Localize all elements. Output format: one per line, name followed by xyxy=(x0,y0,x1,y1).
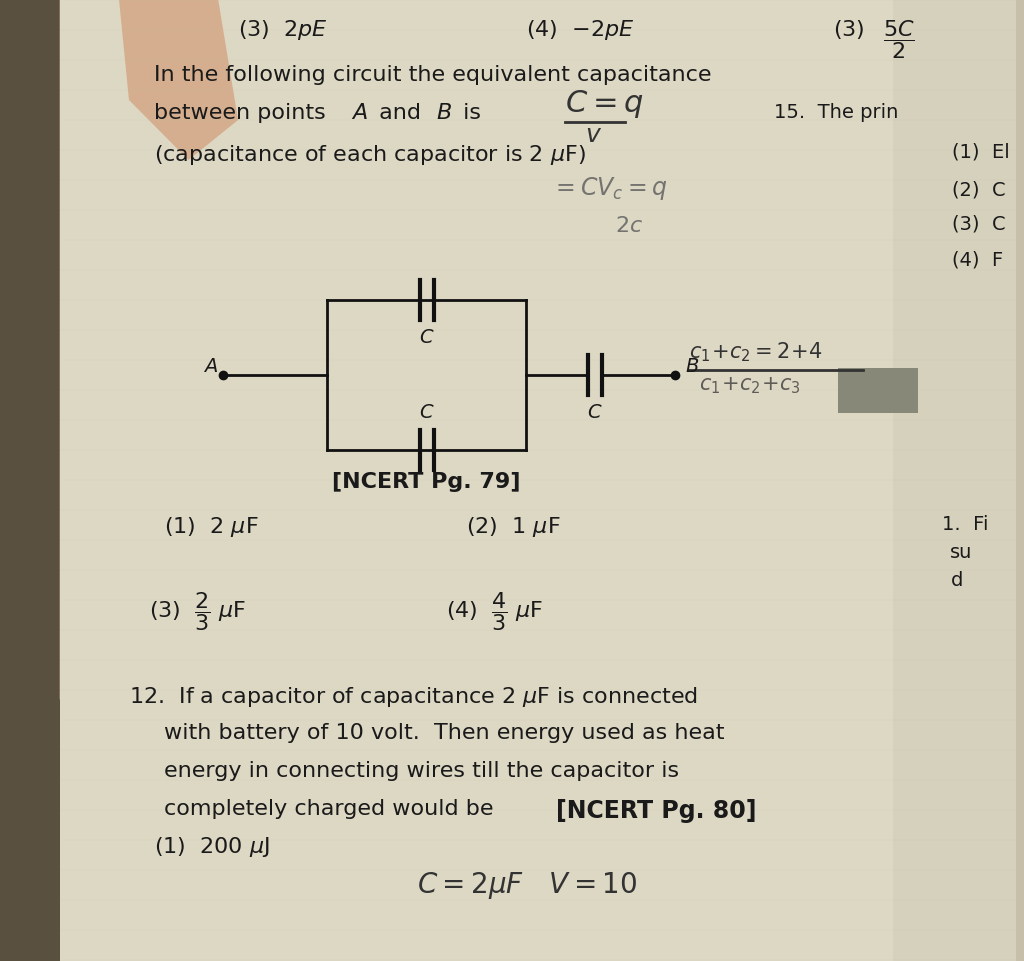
Text: B: B xyxy=(436,103,452,123)
Text: (2)  C: (2) C xyxy=(952,180,1006,199)
Text: $c_1\!+\!c_2 = 2\!+\!4$: $c_1\!+\!c_2 = 2\!+\!4$ xyxy=(689,340,823,363)
Polygon shape xyxy=(59,0,218,700)
Bar xyxy=(0,0,59,961)
Text: $\mathit{C}=\mathit{q}$: $\mathit{C}=\mathit{q}$ xyxy=(565,88,644,120)
Text: d: d xyxy=(950,571,963,590)
Text: 12.  If a capacitor of capacitance 2 $\mu$F is connected: 12. If a capacitor of capacitance 2 $\mu… xyxy=(129,685,698,709)
Text: $\dfrac{5C}{2}$: $\dfrac{5C}{2}$ xyxy=(883,18,914,61)
Text: 15.  The prin: 15. The prin xyxy=(774,103,898,122)
Text: completely charged would be: completely charged would be xyxy=(164,799,494,819)
Text: $(4)$  $-2pE$: $(4)$ $-2pE$ xyxy=(525,18,635,42)
Text: $\mathit{v}$: $\mathit{v}$ xyxy=(586,124,602,147)
Bar xyxy=(839,368,918,413)
Text: $C$: $C$ xyxy=(419,328,434,347)
Text: (1)  200 $\mu$J: (1) 200 $\mu$J xyxy=(154,835,269,859)
Text: between points: between points xyxy=(154,103,333,123)
Text: [NCERT Pg. 79]: [NCERT Pg. 79] xyxy=(333,472,521,492)
Text: $(3)$  $2pE$: $(3)$ $2pE$ xyxy=(239,18,328,42)
Text: $(4)$  $\dfrac{4}{3}\ \mu$F: $(4)$ $\dfrac{4}{3}\ \mu$F xyxy=(446,590,544,633)
Text: In the following circuit the equivalent capacitance: In the following circuit the equivalent … xyxy=(154,65,712,85)
Text: (2)  1 $\mu$F: (2) 1 $\mu$F xyxy=(466,515,561,539)
Text: (capacitance of each capacitor is 2 $\mu$F): (capacitance of each capacitor is 2 $\mu… xyxy=(154,143,586,167)
Text: su: su xyxy=(950,543,973,562)
Text: (3)  C: (3) C xyxy=(952,215,1006,234)
Text: with battery of 10 volt.  Then energy used as heat: with battery of 10 volt. Then energy use… xyxy=(164,723,724,743)
Text: is: is xyxy=(457,103,481,123)
Bar xyxy=(893,0,1016,961)
Text: 1.  Fi: 1. Fi xyxy=(942,515,989,534)
Text: (4)  F: (4) F xyxy=(952,250,1004,269)
Text: [NCERT Pg. 80]: [NCERT Pg. 80] xyxy=(556,799,756,823)
Polygon shape xyxy=(119,0,239,160)
Text: $\mathit{2c}$: $\mathit{2c}$ xyxy=(615,215,643,237)
Text: $C$: $C$ xyxy=(419,403,434,422)
Text: energy in connecting wires till the capacitor is: energy in connecting wires till the capa… xyxy=(164,761,679,781)
Text: $B$: $B$ xyxy=(684,357,698,376)
Text: (1)  2 $\mu$F: (1) 2 $\mu$F xyxy=(164,515,258,539)
Text: $c_1\!+\!c_2\!+\!c_3$: $c_1\!+\!c_2\!+\!c_3$ xyxy=(699,375,802,396)
Text: $A$: $A$ xyxy=(203,357,218,376)
Text: and: and xyxy=(372,103,428,123)
Text: $(3)$: $(3)$ xyxy=(834,18,865,41)
Text: (1)  El: (1) El xyxy=(952,143,1010,162)
Text: $(3)$  $\dfrac{2}{3}\ \mu$F: $(3)$ $\dfrac{2}{3}\ \mu$F xyxy=(148,590,246,633)
Text: $C = 2\mu F\quad V = 10$: $C = 2\mu F\quad V = 10$ xyxy=(417,870,637,901)
Text: A: A xyxy=(352,103,368,123)
Text: $C$: $C$ xyxy=(588,403,603,422)
Text: $\mathit{= CV_c = q}$: $\mathit{= CV_c = q}$ xyxy=(551,175,668,202)
